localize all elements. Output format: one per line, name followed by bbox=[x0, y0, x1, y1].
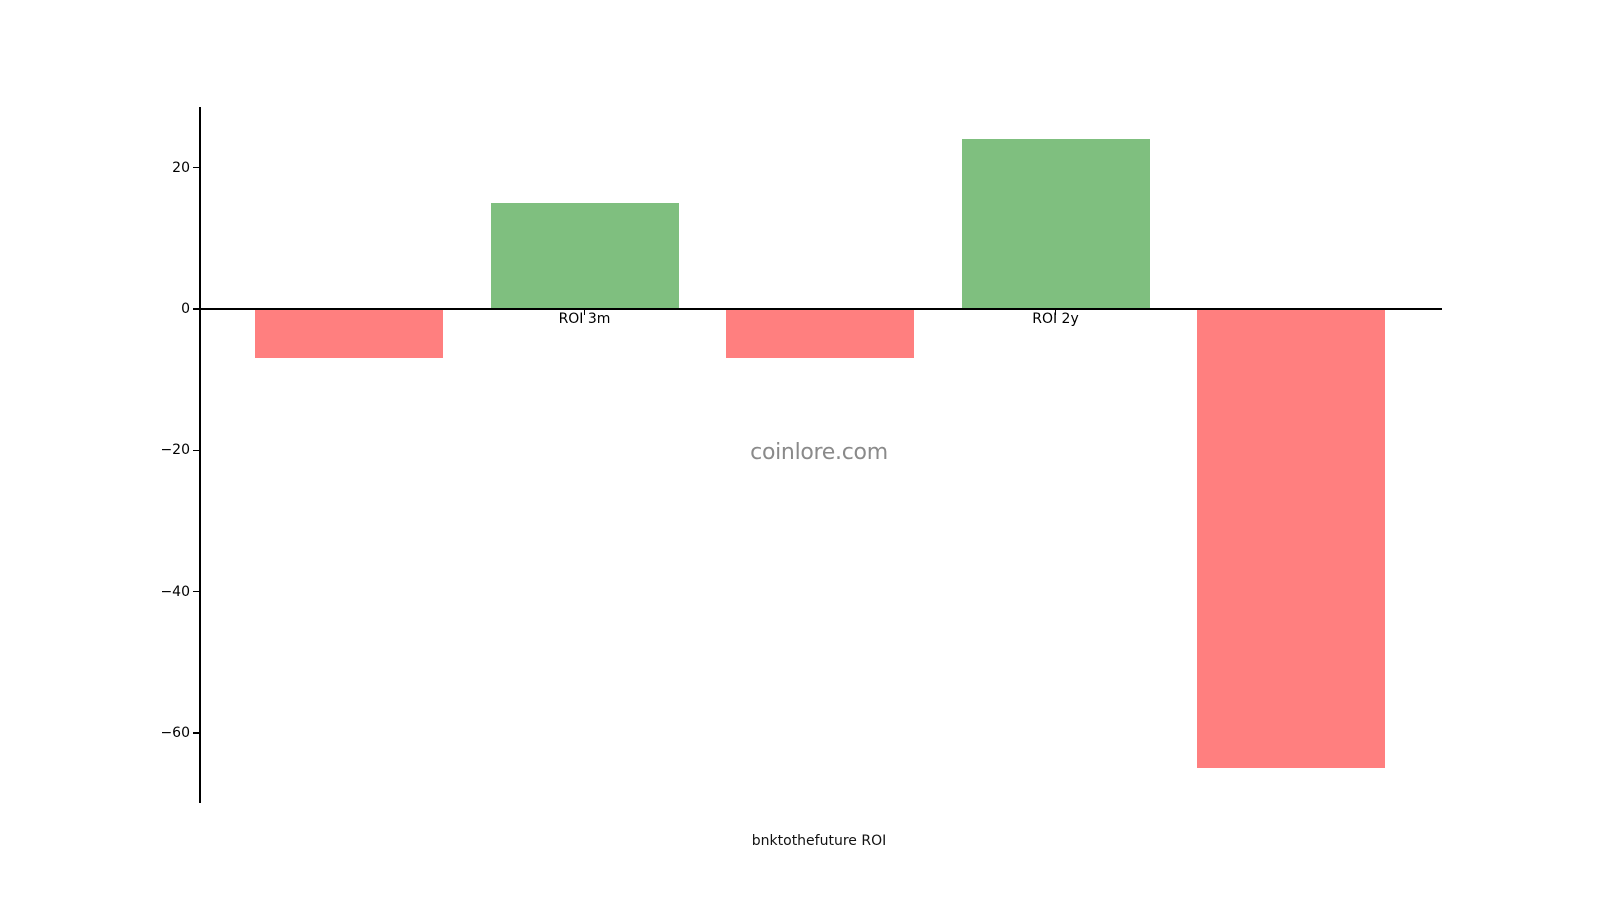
x-tick-label: ROI 2y bbox=[1032, 311, 1079, 327]
y-tick bbox=[193, 166, 200, 169]
bar-1 bbox=[490, 203, 679, 309]
y-tick-label: −60 bbox=[160, 724, 190, 741]
bar-0 bbox=[255, 309, 443, 359]
x-tick bbox=[1054, 309, 1057, 315]
watermark: coinlore.com bbox=[750, 440, 888, 465]
y-tick bbox=[193, 590, 200, 593]
x-axis-line bbox=[199, 308, 1442, 310]
y-tick bbox=[193, 449, 200, 452]
bar-4 bbox=[1197, 309, 1385, 769]
x-tick-label: ROI 3m bbox=[558, 311, 611, 327]
y-tick-label: −40 bbox=[160, 583, 190, 600]
y-tick-label: 0 bbox=[181, 301, 190, 317]
x-tick bbox=[583, 309, 586, 315]
y-tick-label: 20 bbox=[172, 159, 190, 176]
y-tick bbox=[193, 732, 200, 734]
x-axis-title: bnktothefuture ROI bbox=[751, 833, 887, 849]
y-tick bbox=[193, 308, 200, 310]
bar-2 bbox=[726, 309, 914, 359]
y-tick-label: −20 bbox=[160, 442, 190, 459]
y-axis-line bbox=[199, 107, 201, 803]
bar-3 bbox=[961, 139, 1150, 309]
